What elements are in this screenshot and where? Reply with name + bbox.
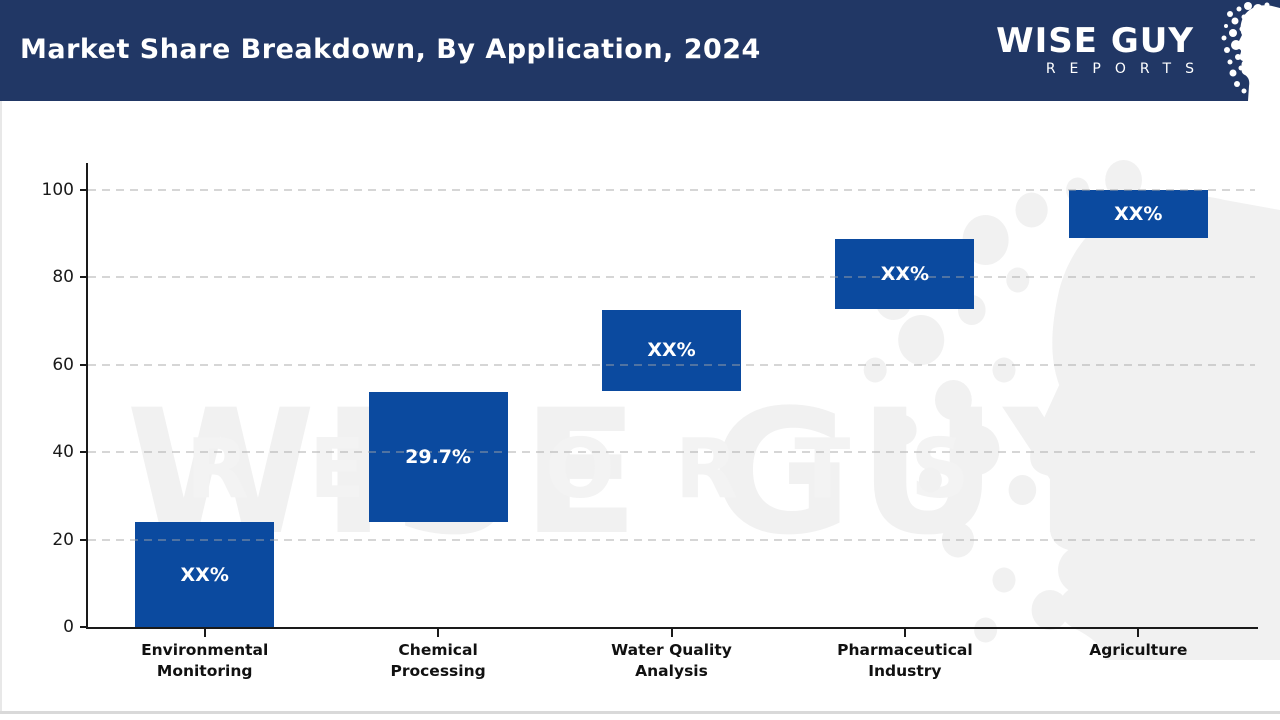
x-tick-mark [1137, 629, 1140, 637]
logo-text: WISE GUY REPORTS [996, 24, 1194, 77]
y-tick-label: 40 [52, 442, 74, 462]
x-tick-mark [670, 629, 673, 637]
bar-value-label: XX% [880, 263, 930, 286]
wiseguy-logo: WISE GUY REPORTS [996, 0, 1280, 101]
bar-segment [1068, 189, 1208, 239]
x-axis-label: Chemical Processing [390, 641, 486, 680]
bar-segment [135, 522, 275, 627]
bar-segment [835, 239, 975, 309]
x-axis-label: Water Quality Analysis [611, 641, 732, 680]
header: Market Share Breakdown, By Application, … [0, 0, 1280, 101]
x-axis-label: Environmental Monitoring [141, 641, 269, 680]
y-tick-mark [80, 188, 88, 191]
logo-subtitle: REPORTS [1045, 61, 1208, 77]
bar-segment [602, 309, 741, 391]
left-border [0, 101, 2, 711]
x-axis-label: Agriculture [1089, 641, 1188, 659]
y-axis-spine [86, 163, 88, 629]
y-tick-mark [80, 538, 88, 541]
y-tick-mark [80, 451, 88, 453]
y-tick-mark [80, 363, 88, 366]
y-tick-label: 60 [52, 354, 74, 375]
x-tick-mark [203, 629, 206, 637]
y-tick-label: 0 [63, 617, 74, 637]
page-title: Market Share Breakdown, By Application, … [20, 34, 761, 65]
x-tick-mark [903, 629, 906, 637]
watermark-face-icon [863, 160, 1280, 660]
logo-wordmark: WISE GUY [996, 21, 1194, 61]
wiseguy-face-icon [1221, 2, 1280, 101]
gridline-80 [88, 276, 1255, 278]
y-tick-label: 80 [52, 267, 74, 287]
gridline-40 [88, 451, 1255, 453]
bar-value-label: XX% [647, 339, 696, 362]
x-axis-label: Pharmaceutical Industry [837, 641, 973, 680]
bar-value-label: 29.7% [405, 446, 472, 469]
watermark-reports-text: REPORTS [186, 422, 1030, 517]
x-tick-mark [437, 629, 440, 637]
bar-value-label: XX% [180, 563, 229, 586]
bar-value-label: XX% [1114, 202, 1163, 225]
y-tick-label: 100 [41, 179, 74, 200]
y-tick-mark [80, 626, 88, 628]
y-tick-mark [80, 276, 88, 278]
footer-strip [0, 711, 1280, 714]
x-axis-spine [86, 627, 1258, 629]
watermark: WISE GUY REPORTS [0, 100, 1280, 711]
y-tick-label: 20 [52, 529, 74, 550]
bar-segment [368, 392, 508, 522]
